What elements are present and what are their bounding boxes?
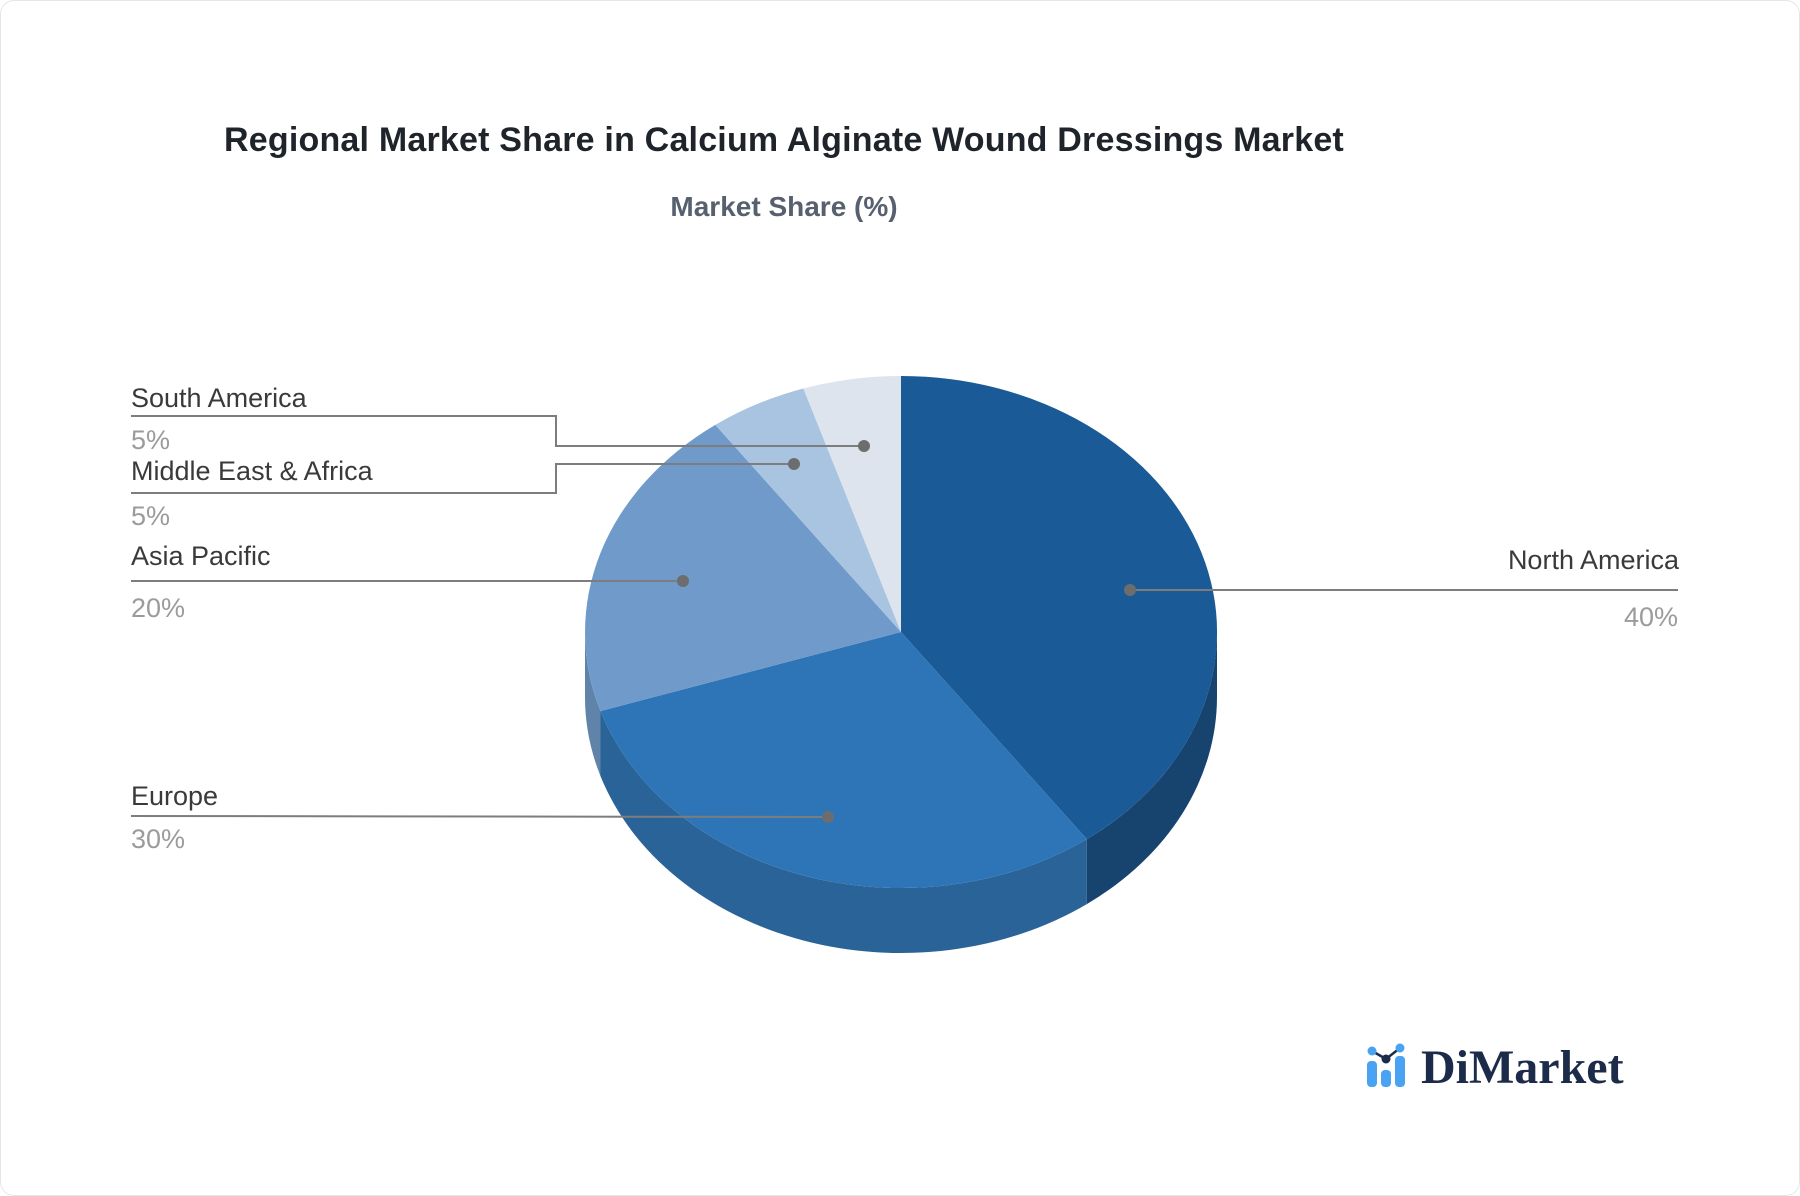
value-asia-pacific: 20% (131, 593, 186, 623)
label-europe: Europe (131, 781, 219, 811)
leader-dot-europe (822, 811, 834, 823)
leader-line-south-america (131, 415, 864, 447)
pie-slice-middle-east-africa[interactable] (715, 388, 901, 633)
pie-slice-asia-pacific[interactable] (585, 424, 901, 712)
dimarket-logo: DiMarket (1363, 1042, 1624, 1092)
label-asia-pacific: Asia Pacific (131, 541, 271, 571)
leader-line-middle-east-africa (131, 463, 794, 494)
pie-side-asia-pacific (585, 632, 601, 777)
pie-slice-europe[interactable] (600, 632, 1087, 889)
leader-dot-asia-pacific (677, 575, 689, 587)
pie-slice-north-america[interactable] (901, 376, 1218, 840)
pie-side-north-america (1086, 632, 1217, 905)
pie-slice-south-america[interactable] (803, 376, 901, 632)
value-middle-east-africa: 5% (131, 501, 171, 531)
chart-subtitle: Market Share (%) (670, 191, 898, 222)
bar-chart-with-trend-dots-icon (1367, 1043, 1405, 1087)
chart-title: Regional Market Share in Calcium Alginat… (224, 121, 1344, 159)
value-north-america: 40% (1623, 602, 1678, 632)
leader-dot-middle-east-africa (788, 458, 800, 470)
pie-side-europe (600, 711, 1087, 954)
value-south-america: 5% (131, 425, 171, 455)
logo-text: DiMarket (1421, 1041, 1624, 1094)
label-south-america: South America (131, 383, 307, 413)
label-middle-east-africa: Middle East & Africa (131, 456, 373, 486)
leader-dot-north-america (1124, 584, 1136, 596)
label-north-america: North America (1507, 545, 1679, 575)
leader-line-europe (130, 815, 829, 818)
value-europe: 30% (131, 824, 186, 854)
leader-dot-south-america (858, 440, 870, 452)
